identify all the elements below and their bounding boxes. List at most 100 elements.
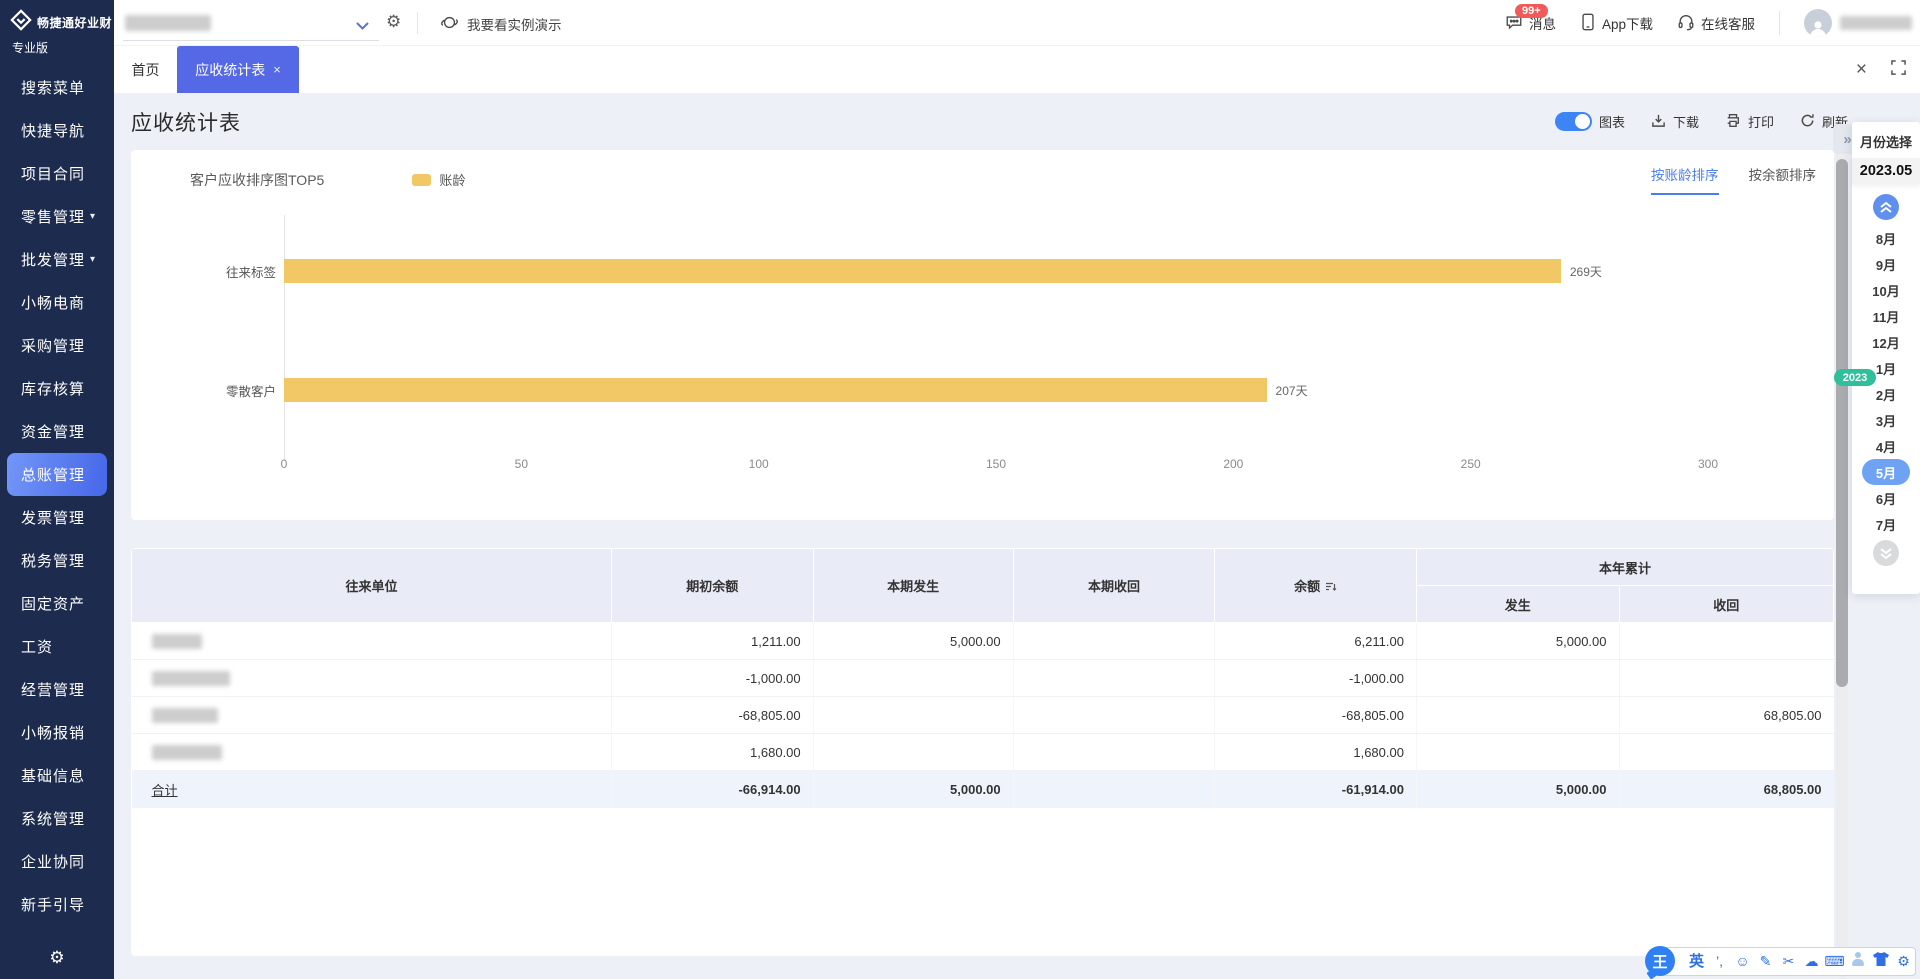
cell: 68,805.00 — [1619, 696, 1834, 734]
cell: 5,000.00 — [813, 622, 1014, 660]
page-title: 应收统计表 — [131, 111, 241, 135]
sidebar-item[interactable]: 零售管理 ▾ — [0, 195, 114, 238]
sidebar-item-label: 经营管理 — [21, 682, 86, 699]
demo-link[interactable]: 我要看实例演示 — [440, 13, 562, 35]
sidebar-item[interactable]: 基础信息▾ — [0, 754, 114, 797]
scroll-up-button[interactable] — [1873, 194, 1899, 220]
ime-punctuation-toggle[interactable]: ’, — [1716, 953, 1723, 969]
close-icon[interactable]: × — [1855, 59, 1867, 80]
col-header-group: 本年累计 — [1415, 548, 1834, 586]
phone-icon — [1580, 13, 1596, 34]
fullscreen-icon[interactable] — [1891, 59, 1906, 80]
app-tab[interactable]: 应收统计表 × — [177, 46, 299, 93]
sidebar-item[interactable]: 新手引导▾ — [0, 883, 114, 926]
month-item[interactable]: 12月 — [1872, 335, 1900, 351]
sidebar-item[interactable]: 系统管理▾ — [0, 797, 114, 840]
chart-toggle[interactable]: 图表 — [1554, 112, 1625, 131]
sort-tab[interactable]: 按账龄排序 — [1651, 164, 1719, 195]
ime-account-person-icon[interactable] — [1846, 948, 1869, 975]
tab-close-icon[interactable]: × — [273, 62, 281, 77]
sidebar-item-label: 库存核算 — [21, 381, 86, 398]
cell — [1416, 696, 1620, 734]
messages-button[interactable]: 消息 99+ — [1505, 3, 1556, 34]
org-name-redacted — [125, 15, 211, 31]
scrollbar-thumb[interactable] — [1836, 159, 1848, 687]
sidebar-item[interactable]: 小畅报销▾ — [0, 711, 114, 754]
table-row: -68,805.00 -68,805.00 68,805.00 — [131, 696, 1834, 734]
sidebar-item[interactable]: 小畅电商▾ — [0, 281, 114, 324]
sidebar-item[interactable]: 搜索菜单▾ — [0, 66, 114, 109]
customer-name-redacted[interactable] — [151, 745, 222, 761]
sort-tab[interactable]: 按余额排序 — [1748, 168, 1817, 183]
ime-skin-tshirt-icon[interactable] — [1869, 948, 1892, 975]
tabbar: 首页 应收统计表 × × — [114, 46, 1920, 93]
sidebar-item[interactable]: 库存核算▾ — [0, 367, 114, 410]
sidebar-item-label: 零售管理 — [21, 209, 86, 226]
sidebar-item[interactable]: 税务管理▾ — [0, 539, 114, 582]
month-item[interactable]: 11月 — [1872, 309, 1900, 325]
ime-scissors-icon[interactable]: ✂ — [1782, 953, 1795, 969]
sidebar-item[interactable]: 批发管理 ▾ — [0, 238, 114, 281]
bar[interactable] — [284, 378, 1267, 402]
ime-emoji-icon[interactable]: ☺ — [1735, 953, 1750, 969]
app-download-button[interactable]: App下载 — [1580, 13, 1653, 34]
ime-handwriting-pencil-icon[interactable]: ✎ — [1759, 953, 1772, 969]
ime-language-toggle[interactable]: 英 — [1688, 953, 1704, 970]
sidebar-item[interactable]: 固定资产▾ — [0, 582, 114, 625]
cell: 5,000.00 — [1416, 622, 1620, 660]
month-item[interactable]: 8月 — [1875, 231, 1897, 247]
sidebar-item[interactable]: 企业协同▾ — [0, 840, 114, 883]
sidebar-item[interactable]: 发票管理▾ — [0, 496, 114, 539]
sidebar-item[interactable]: 总账管理▾ — [7, 453, 107, 496]
sidebar-item[interactable]: 采购管理▾ — [0, 324, 114, 367]
bar-row: 往来标签 269天 — [226, 259, 1708, 283]
month-item[interactable]: 10月 — [1872, 283, 1900, 299]
month-item[interactable]: 6月 — [1875, 491, 1897, 507]
ime-keyboard-icon[interactable]: ⌨ — [1824, 953, 1845, 969]
sidebar-item-label: 项目合同 — [21, 166, 86, 183]
toggle-switch[interactable] — [1554, 112, 1592, 131]
month-item[interactable]: 4月 — [1875, 439, 1897, 455]
online-service-button[interactable]: 在线客服 — [1677, 13, 1755, 34]
vertical-scrollbar[interactable] — [1836, 125, 1848, 979]
download-button[interactable]: 下载 — [1651, 112, 1699, 131]
chart-title: 客户应收排序图TOP5 — [190, 171, 325, 188]
table-row: -1,000.00 -1,000.00 — [131, 659, 1834, 697]
cell: 1,211.00 — [611, 622, 814, 660]
bar[interactable] — [284, 259, 1561, 283]
month-item[interactable]: 3月 — [1875, 413, 1897, 429]
ime-logo-icon[interactable]: 王 — [1645, 946, 1675, 976]
month-item[interactable]: 2月 — [1875, 387, 1897, 403]
customer-name-redacted[interactable] — [151, 671, 230, 687]
demo-link-label: 我要看实例演示 — [467, 18, 562, 33]
col-header-balance[interactable]: 余额 — [1214, 548, 1417, 623]
sidebar-item[interactable]: 快捷导航▾ — [0, 109, 114, 152]
sidebar-item[interactable]: 资金管理▾ — [0, 410, 114, 453]
sidebar-item[interactable]: 项目合同▾ — [0, 152, 114, 195]
table-panel: 往来单位 期初余额 本期发生 本期收回 余额 本年累计 发生 收回 — [131, 548, 1834, 956]
month-item[interactable]: 5月 — [1862, 459, 1910, 485]
month-item[interactable]: 1月 — [1875, 361, 1897, 377]
scroll-down-button[interactable] — [1873, 540, 1899, 566]
month-item[interactable]: 7月 — [1875, 517, 1897, 533]
print-button[interactable]: 打印 — [1725, 112, 1774, 131]
customer-name-redacted[interactable] — [151, 708, 218, 724]
total-link[interactable]: 合计 — [151, 782, 178, 798]
cell — [1619, 733, 1834, 771]
customer-name-redacted[interactable] — [151, 634, 202, 650]
print-label: 打印 — [1747, 115, 1774, 130]
ime-cloud-icon[interactable]: ☁ — [1804, 953, 1819, 969]
month-item[interactable]: 9月 — [1875, 257, 1897, 273]
org-selector[interactable] — [123, 0, 379, 45]
sidebar: 畅捷通好业财 专业版 搜索菜单▾ 快捷导航▾ 项目合同▾ 零售管理 ▾ 批发管理 ▾… — [0, 0, 114, 979]
user-account[interactable] — [1804, 9, 1912, 37]
sidebar-item[interactable]: 工资▾ — [0, 625, 114, 668]
tab-label: 首页 — [131, 61, 160, 78]
sidebar-settings-gear-icon[interactable]: ⚙ — [49, 948, 65, 967]
sidebar-item[interactable]: 经营管理▾ — [0, 668, 114, 711]
ime-settings-gear-icon[interactable]: ⚙ — [1897, 953, 1910, 969]
app-tab[interactable]: 首页 — [114, 46, 177, 93]
cell — [1416, 733, 1620, 771]
org-settings-gear-icon[interactable]: ⚙ — [386, 12, 402, 31]
